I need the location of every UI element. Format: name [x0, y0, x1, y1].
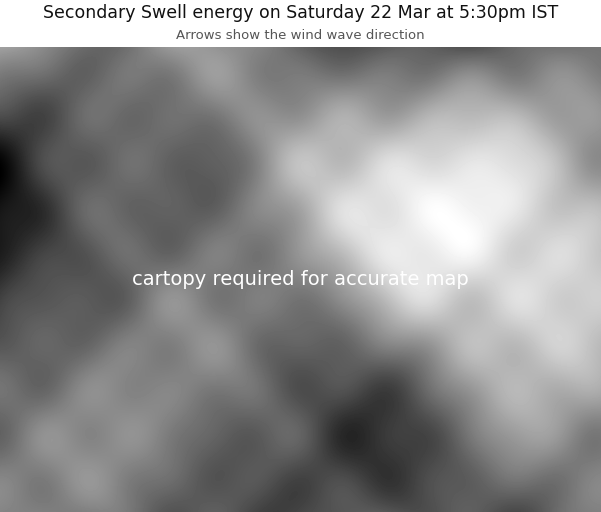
Text: cartopy required for accurate map: cartopy required for accurate map — [132, 270, 469, 289]
Text: Secondary Swell energy on Saturday 22 Mar at 5:30pm IST: Secondary Swell energy on Saturday 22 Ma… — [43, 4, 558, 22]
Text: Arrows show the wind wave direction: Arrows show the wind wave direction — [176, 29, 425, 42]
